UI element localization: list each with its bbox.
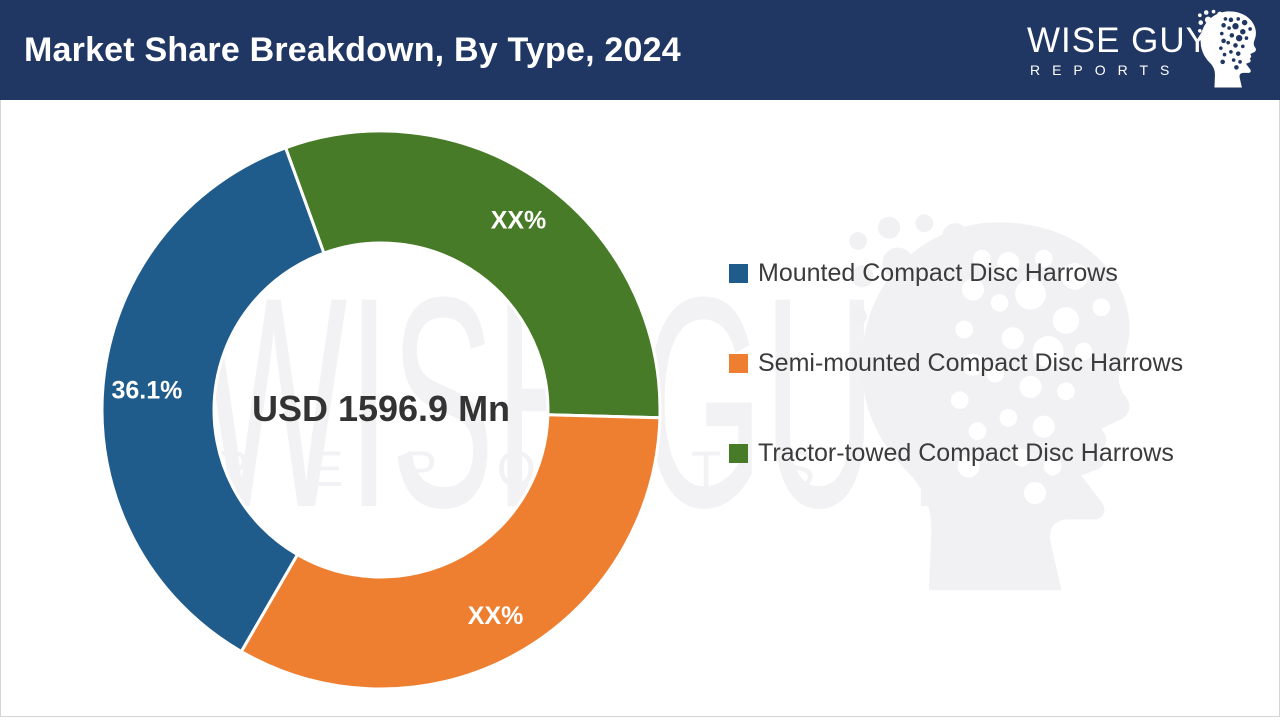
header-bar: Market Share Breakdown, By Type, 2024 WI… <box>0 0 1280 100</box>
legend-label: Semi-mounted Compact Disc Harrows <box>758 348 1184 377</box>
legend-label: Tractor-towed Compact Disc Harrows <box>758 438 1174 467</box>
logo-wordmark: WISE GUY <box>1026 21 1210 60</box>
logo-subtitle: REPORTS <box>1029 62 1182 78</box>
legend-swatch-orange <box>729 353 748 373</box>
wiseguy-logo: WISE GUY REPORTS <box>1027 7 1262 93</box>
legend-swatch-blue <box>729 263 748 283</box>
chart-center-value: USD 1596.9 Mn <box>251 388 511 429</box>
legend-label: Mounted Compact Disc Harrows <box>758 258 1118 287</box>
wiseguy-head-icon <box>1198 7 1262 93</box>
legend-item-tractor-towed: Tractor-towed Compact Disc Harrows <box>729 438 1183 468</box>
wiseguy-logo-text: WISE GUY REPORTS <box>1027 23 1210 77</box>
legend-item-mounted: Mounted Compact Disc Harrows <box>729 258 1183 288</box>
legend-swatch-green <box>729 443 748 463</box>
page-title: Market Share Breakdown, By Type, 2024 <box>24 30 681 69</box>
chart-legend: Mounted Compact Disc Harrows Semi-mounte… <box>729 258 1183 528</box>
legend-item-semi-mounted: Semi-mounted Compact Disc Harrows <box>729 348 1183 378</box>
